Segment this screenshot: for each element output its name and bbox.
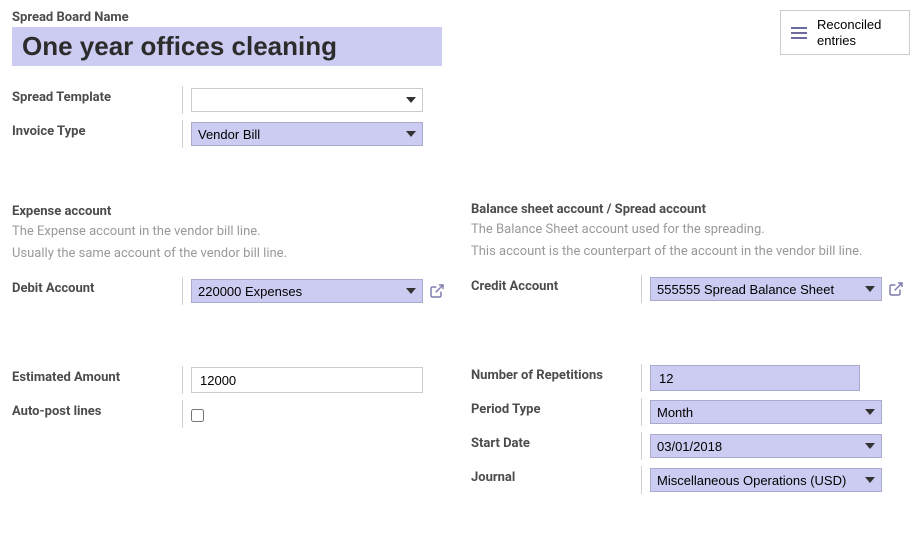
- estimated-amount-label: Estimated Amount: [12, 366, 182, 385]
- balance-sheet-heading: Balance sheet account / Spread account: [471, 202, 910, 217]
- balance-desc-2: This account is the counterpart of the a…: [471, 243, 910, 261]
- debit-account-label: Debit Account: [12, 277, 182, 296]
- reconciled-entries-button[interactable]: Reconciled entries: [780, 10, 910, 55]
- period-type-select[interactable]: Month: [650, 400, 882, 424]
- expense-desc-1: The Expense account in the vendor bill l…: [12, 223, 451, 241]
- spread-template-select[interactable]: [191, 88, 423, 112]
- expense-account-heading: Expense account: [12, 204, 451, 219]
- journal-label: Journal: [471, 466, 641, 485]
- autopost-label: Auto-post lines: [12, 400, 182, 419]
- journal-select[interactable]: Miscellaneous Operations (USD): [650, 468, 882, 492]
- num-repetitions-input[interactable]: [650, 365, 860, 391]
- spread-board-name-input[interactable]: [12, 27, 442, 66]
- reconciled-entries-label: Reconciled entries: [817, 17, 899, 48]
- list-icon: [791, 27, 807, 39]
- spread-template-label: Spread Template: [12, 86, 182, 105]
- external-link-icon[interactable]: [429, 283, 445, 299]
- autopost-checkbox[interactable]: [191, 409, 204, 422]
- start-date-select[interactable]: 03/01/2018: [650, 434, 882, 458]
- num-repetitions-label: Number of Repetitions: [471, 364, 641, 383]
- spread-board-name-label: Spread Board Name: [12, 10, 780, 25]
- start-date-label: Start Date: [471, 432, 641, 451]
- invoice-type-label: Invoice Type: [12, 120, 182, 139]
- credit-account-select[interactable]: 555555 Spread Balance Sheet: [650, 277, 882, 301]
- period-type-label: Period Type: [471, 398, 641, 417]
- debit-account-select[interactable]: 220000 Expenses: [191, 279, 423, 303]
- invoice-type-select[interactable]: Vendor Bill: [191, 122, 423, 146]
- balance-desc-1: The Balance Sheet account used for the s…: [471, 221, 910, 239]
- external-link-icon[interactable]: [888, 281, 904, 297]
- expense-desc-2: Usually the same account of the vendor b…: [12, 245, 451, 263]
- estimated-amount-input[interactable]: [191, 367, 423, 393]
- credit-account-label: Credit Account: [471, 275, 641, 294]
